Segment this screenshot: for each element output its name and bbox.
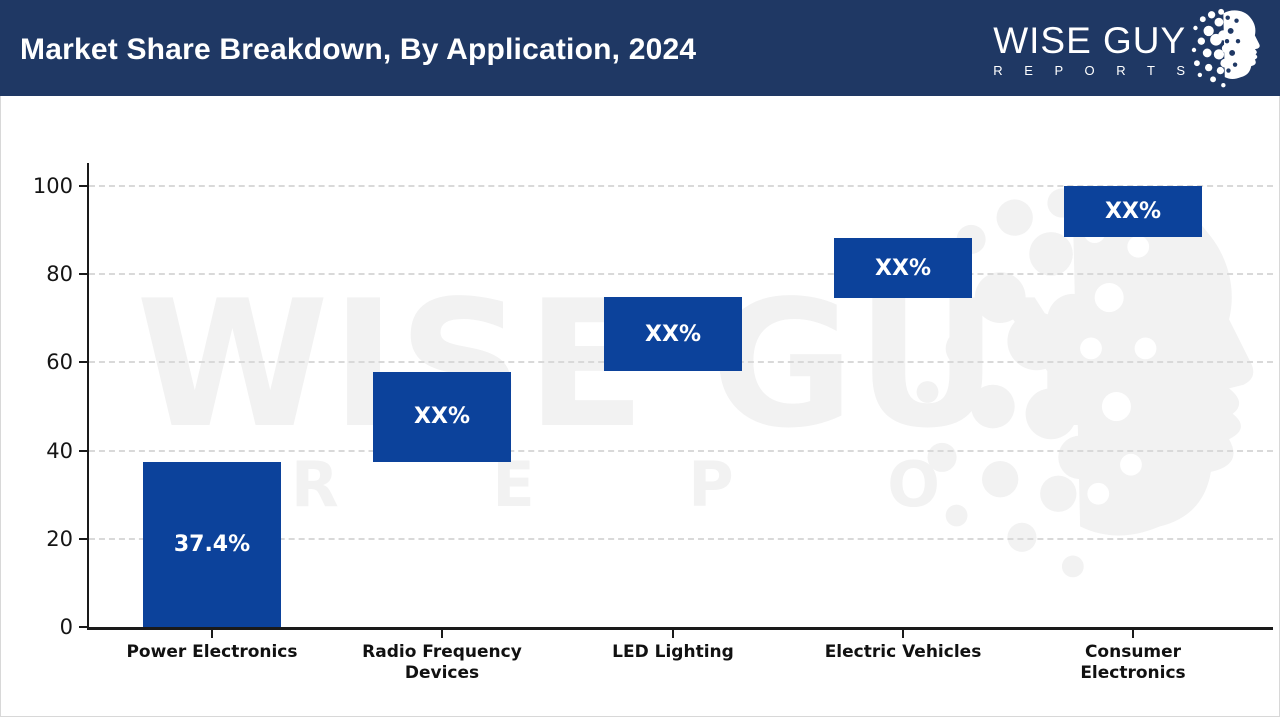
x-category-label: Power Electronics — [102, 642, 322, 663]
y-tick-mark — [79, 626, 87, 628]
bar: XX% — [604, 297, 742, 372]
wiseguy-logo: WISE GUY R E P O R T S — [993, 6, 1268, 94]
logo-head-icon — [1186, 6, 1268, 94]
x-category-label: LED Lighting — [563, 642, 783, 663]
x-category-label: Radio Frequency Devices — [332, 642, 552, 684]
y-tick-label: 80 — [46, 262, 73, 287]
x-axis-line — [87, 627, 1273, 630]
gridline — [89, 185, 1273, 187]
bar: XX% — [373, 371, 511, 463]
y-tick-label: 60 — [46, 350, 73, 375]
x-category-label-line: Radio Frequency — [362, 642, 522, 662]
y-tick-mark — [79, 537, 87, 540]
header-bar: Market Share Breakdown, By Application, … — [0, 0, 1280, 96]
y-tick-label: 20 — [46, 526, 73, 551]
bar-value-label: XX% — [414, 404, 470, 430]
x-category-label: Electric Vehicles — [793, 642, 1013, 663]
x-category-label-line: LED Lighting — [612, 642, 734, 662]
chart-panel: WISE GUY R E P O R T S 02040608010037.4%… — [0, 96, 1280, 717]
x-tick-mark — [902, 630, 904, 638]
bar-value-label: XX% — [645, 321, 701, 347]
y-tick-mark — [79, 273, 87, 276]
bar: XX% — [834, 238, 972, 298]
chart-title: Market Share Breakdown, By Application, … — [20, 33, 697, 66]
gridline — [89, 273, 1273, 276]
y-tick-mark — [79, 361, 87, 364]
bar: XX% — [1064, 186, 1202, 238]
gridline — [89, 537, 1273, 540]
x-category-label-line: Power Electronics — [126, 642, 298, 662]
y-tick-label: 40 — [46, 438, 73, 463]
x-category-label: Consumer Electronics — [1023, 642, 1243, 684]
x-category-label-line: Electronics — [1080, 663, 1186, 683]
x-tick-mark — [672, 630, 674, 638]
bar-value-label: 37.4% — [173, 532, 251, 558]
plot-area: 0 20 40 60 80 100 37.4% Power Electronics XX% Rad… — [1, 96, 1279, 716]
y-tick-mark — [79, 449, 87, 452]
logo-text: WISE GUY R E P O R T S — [993, 20, 1194, 78]
logo-wordmark: WISE GUY — [993, 20, 1187, 62]
x-category-label-line: Electric Vehicles — [824, 642, 982, 662]
bar-value-label: XX% — [1105, 199, 1161, 225]
x-category-label-line: Devices — [404, 663, 480, 683]
x-tick-mark — [1132, 630, 1134, 638]
y-tick-mark — [79, 185, 87, 187]
bar-value-label: XX% — [875, 255, 931, 281]
logo-subtext: R E P O R T S — [993, 62, 1194, 78]
y-axis-line — [87, 163, 89, 630]
gridline — [89, 449, 1273, 452]
x-tick-mark — [211, 630, 213, 638]
y-tick-label: 100 — [32, 174, 73, 198]
x-category-label-line: Consumer — [1084, 642, 1182, 662]
y-tick-label: 0 — [59, 615, 73, 639]
x-tick-mark — [441, 630, 443, 638]
bar: 37.4% — [143, 462, 281, 627]
